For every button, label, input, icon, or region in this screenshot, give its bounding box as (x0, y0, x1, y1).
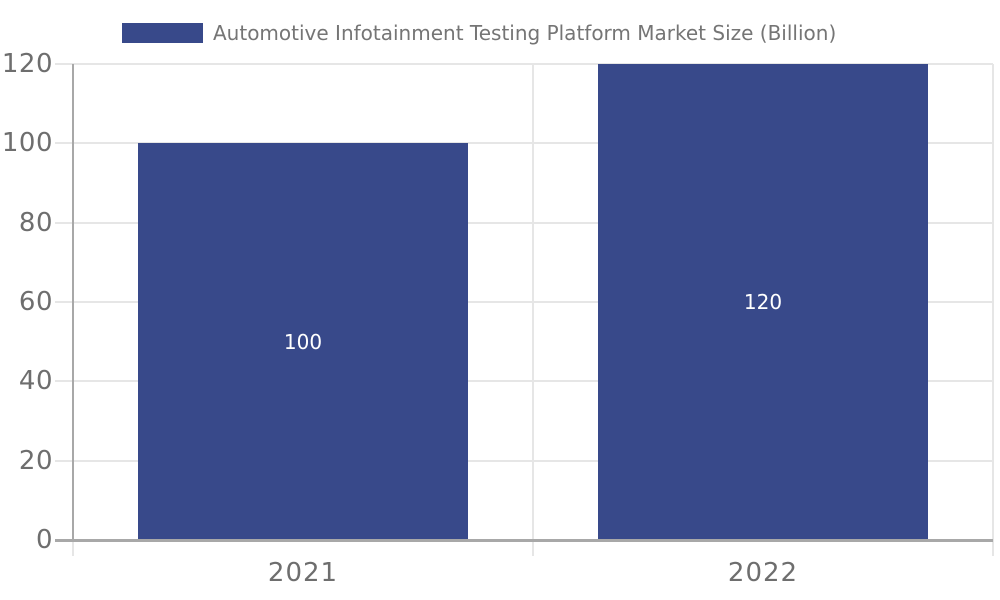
gridline-y-120 (55, 63, 993, 65)
y-axis-tick-label: 100 (1, 128, 53, 159)
gridline-y-40 (55, 380, 993, 383)
gridline-y-60 (55, 301, 993, 303)
legend-swatch-icon (122, 23, 203, 43)
y-axis-tick-label: 20 (18, 445, 53, 476)
gridline-category-boundary (992, 64, 994, 556)
x-axis-tick-label-2021: 2021 (267, 558, 339, 588)
legend-label: Automotive Infotainment Testing Platform… (213, 21, 837, 45)
y-axis-tick-label: 80 (18, 207, 53, 238)
gridline-y-100 (55, 142, 993, 145)
x-axis-tick-label-2022: 2022 (727, 558, 799, 588)
gridline-y-80 (55, 221, 993, 224)
x-axis-line (55, 539, 993, 542)
legend-item[interactable]: Automotive Infotainment Testing Platform… (122, 21, 837, 45)
bar-2021 (138, 143, 468, 540)
gridline-y-20 (55, 459, 993, 462)
y-axis-tick-label: 40 (18, 366, 53, 397)
bar-value-label-2021: 100 (283, 329, 323, 354)
y-axis-tick-label: 60 (18, 287, 53, 317)
y-axis-tick-label: 0 (35, 525, 53, 555)
gridline-category-boundary (532, 64, 534, 556)
y-axis-line (72, 64, 74, 540)
y-axis-tick-label: 120 (1, 49, 53, 79)
bar-2022 (598, 64, 928, 540)
bar-value-label-2022: 120 (743, 290, 783, 314)
